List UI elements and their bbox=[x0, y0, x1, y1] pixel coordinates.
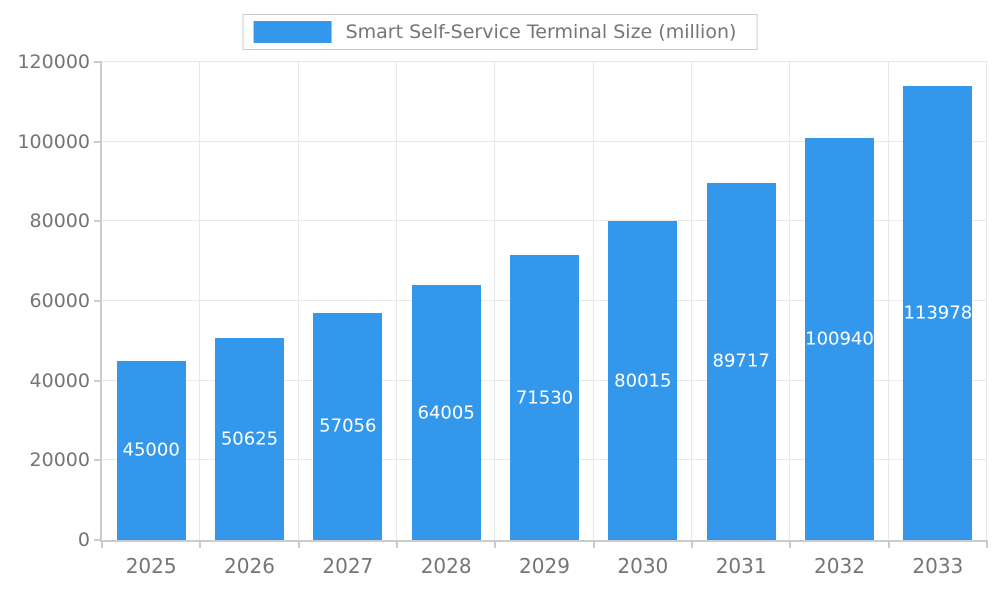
bar-value-label: 100940 bbox=[805, 328, 874, 350]
x-axis-tick-label: 2027 bbox=[322, 554, 374, 578]
x-axis-tick bbox=[297, 540, 300, 548]
plot-area: 0 20000 40000 60000 80000 100000 120000 2025 450… bbox=[17, 51, 988, 578]
h-gridline bbox=[102, 220, 987, 222]
v-gridline bbox=[887, 62, 889, 540]
bar-value-label: 113978 bbox=[903, 302, 973, 324]
x-axis-tick bbox=[395, 540, 398, 548]
x-axis-tick-label: 2032 bbox=[814, 554, 865, 578]
y-axis-tick bbox=[94, 459, 102, 462]
bar: 113978 bbox=[903, 86, 973, 540]
legend-swatch bbox=[253, 21, 332, 43]
h-gridline bbox=[102, 61, 987, 62]
legend: Smart Self-Service Terminal Size (millio… bbox=[242, 14, 758, 50]
y-axis-tick bbox=[94, 61, 102, 63]
bar: 80015 bbox=[608, 221, 678, 540]
x-axis-tick bbox=[199, 540, 202, 548]
bar: 100940 bbox=[805, 137, 874, 540]
bar: 71530 bbox=[510, 255, 579, 540]
bar: 50625 bbox=[215, 338, 284, 540]
bar: 45000 bbox=[116, 360, 186, 540]
y-axis-tick-label: 100000 bbox=[17, 130, 90, 153]
x-axis-tick bbox=[592, 540, 595, 548]
y-axis-tick bbox=[94, 140, 102, 143]
y-axis-tick-label: 60000 bbox=[29, 290, 90, 312]
y-axis-tick-label: 0 bbox=[77, 529, 90, 551]
bar: 57056 bbox=[313, 312, 383, 540]
x-axis-tick bbox=[494, 540, 497, 548]
bar-value-label: 71530 bbox=[515, 387, 574, 409]
v-gridline bbox=[592, 62, 594, 540]
v-gridline bbox=[199, 62, 201, 540]
v-gridline bbox=[789, 62, 791, 540]
bar-value-label: 45000 bbox=[122, 439, 180, 461]
y-axis-tick-label: 80000 bbox=[29, 210, 90, 233]
x-axis-tick-label: 2029 bbox=[519, 554, 570, 578]
x-axis-tick bbox=[887, 540, 890, 548]
v-gridline bbox=[297, 62, 299, 540]
bar-value-label: 50625 bbox=[220, 428, 279, 450]
x-axis-tick bbox=[789, 540, 792, 548]
v-gridline bbox=[986, 62, 987, 540]
x-axis-tick-label: 2031 bbox=[715, 554, 767, 578]
y-axis-tick bbox=[94, 300, 102, 302]
v-gridline bbox=[690, 62, 692, 540]
y-axis-tick bbox=[94, 220, 102, 223]
x-axis-tick-label: 2026 bbox=[224, 554, 275, 578]
y-axis-tick-label: 40000 bbox=[29, 369, 90, 392]
x-axis-tick bbox=[986, 540, 988, 548]
bar: 64005 bbox=[411, 285, 481, 540]
y-axis-tick bbox=[94, 539, 102, 541]
x-axis-tick bbox=[101, 540, 103, 548]
v-gridline bbox=[494, 62, 496, 540]
bar-value-label: 89717 bbox=[712, 350, 770, 372]
y-axis-tick-label: 20000 bbox=[29, 449, 90, 472]
y-axis-tick-label: 120000 bbox=[17, 51, 90, 73]
x-axis-tick bbox=[690, 540, 693, 548]
v-gridline bbox=[395, 62, 397, 540]
legend-label: Smart Self-Service Terminal Size (millio… bbox=[345, 21, 737, 43]
bar-value-label: 57056 bbox=[319, 415, 377, 437]
x-axis-tick-label: 2033 bbox=[912, 554, 964, 578]
bar: 89717 bbox=[706, 182, 776, 540]
x-axis-tick-label: 2025 bbox=[125, 554, 177, 578]
x-axis-tick-label: 2030 bbox=[617, 554, 669, 578]
y-axis-tick bbox=[94, 379, 102, 382]
bar-value-label: 80015 bbox=[614, 370, 672, 392]
h-gridline bbox=[102, 140, 987, 142]
x-axis-tick-label: 2028 bbox=[420, 554, 472, 578]
bar-value-label: 64005 bbox=[417, 402, 475, 424]
